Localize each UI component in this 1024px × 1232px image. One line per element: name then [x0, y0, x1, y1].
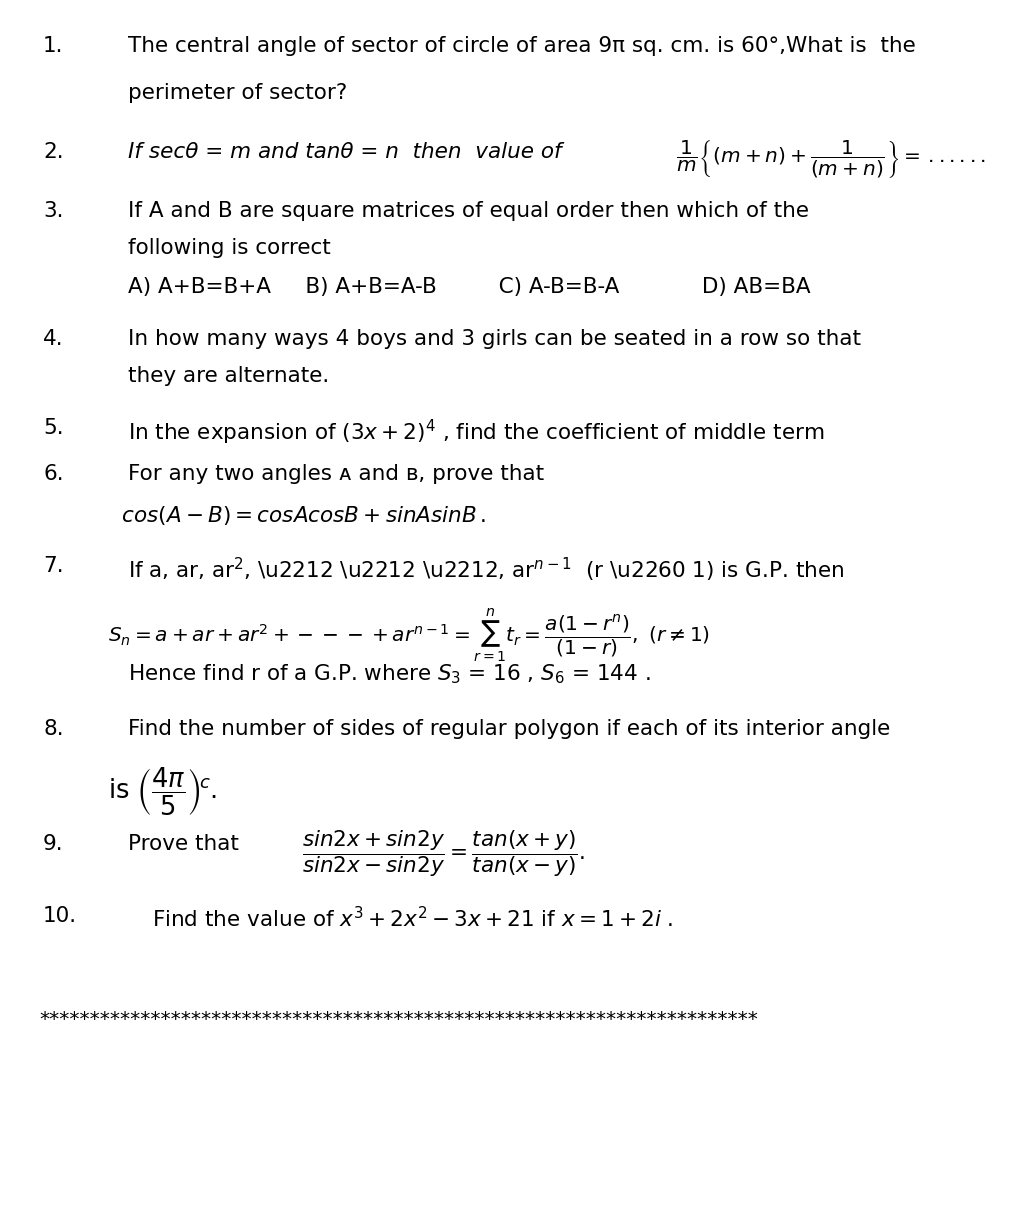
Text: Hence find r of a G.P. where $S_3$ = 16 , $S_6$ = 144 .: Hence find r of a G.P. where $S_3$ = 16 … — [128, 663, 650, 686]
Text: 4.: 4. — [43, 329, 63, 349]
Text: perimeter of sector?: perimeter of sector? — [128, 83, 347, 102]
Text: $S_n = a + ar + ar^2 + - - - + ar^{n-1} = \sum_{r=1}^{n} t_r = \dfrac{a(1-r^n)}{: $S_n = a + ar + ar^2 + - - - + ar^{n-1} … — [108, 607, 710, 664]
Text: 1.: 1. — [43, 36, 63, 55]
Text: ***********************************************************************: ****************************************… — [39, 1010, 758, 1029]
Text: 8.: 8. — [43, 719, 63, 739]
Text: $cos(A - B) = cosAcosB + sinAsinB\,.$: $cos(A - B) = cosAcosB + sinAsinB\,.$ — [108, 504, 485, 527]
Text: The central angle of sector of circle of area 9π sq. cm. is 60°,What is  the: The central angle of sector of circle of… — [128, 36, 915, 55]
Text: In the expansion of $(3x + 2)^4$ , find the coefficient of middle term: In the expansion of $(3x + 2)^4$ , find … — [128, 418, 824, 447]
Text: 10.: 10. — [43, 906, 77, 925]
Text: they are alternate.: they are alternate. — [128, 366, 330, 386]
Text: A) A+B=B+A     B) A+B=A-B         C) A-B=B-A            D) AB=BA: A) A+B=B+A B) A+B=A-B C) A-B=B-A D) AB=B… — [128, 277, 811, 297]
Text: 5.: 5. — [43, 418, 63, 437]
Text: If a, ar, ar$^2$, \u2212 \u2212 \u2212, ar$^{n-1}$  (r \u2260 1) is G.P. then: If a, ar, ar$^2$, \u2212 \u2212 \u2212, … — [128, 556, 844, 584]
Text: If A and B are square matrices of equal order then which of the: If A and B are square matrices of equal … — [128, 201, 809, 221]
Text: 6.: 6. — [43, 464, 63, 484]
Text: $\dfrac{1}{m}\left\{(m+n)+\dfrac{1}{(m+n)}\right\}=\,......$: $\dfrac{1}{m}\left\{(m+n)+\dfrac{1}{(m+n… — [676, 138, 985, 180]
Text: 9.: 9. — [43, 834, 63, 854]
Text: is $\left(\dfrac{4\pi}{5}\right)^{\!c}$.: is $\left(\dfrac{4\pi}{5}\right)^{\!c}$. — [108, 766, 217, 818]
Text: Find the value of $x^3 + 2x^2 - 3x + 21$ if $x = 1 + 2i$ .: Find the value of $x^3 + 2x^2 - 3x + 21$… — [152, 906, 673, 930]
Text: 3.: 3. — [43, 201, 63, 221]
Text: $\dfrac{sin2x+sin2y}{sin2x-sin2y} = \dfrac{tan(x+y)}{tan(x-y)}$.: $\dfrac{sin2x+sin2y}{sin2x-sin2y} = \dfr… — [302, 828, 585, 878]
Text: following is correct: following is correct — [128, 238, 331, 257]
Text: 2.: 2. — [43, 142, 63, 161]
Text: Find the number of sides of regular polygon if each of its interior angle: Find the number of sides of regular poly… — [128, 719, 890, 739]
Text: For any two angles ᴀ and ʙ, prove that: For any two angles ᴀ and ʙ, prove that — [128, 464, 544, 484]
Text: In how many ways 4 boys and 3 girls can be seated in a row so that: In how many ways 4 boys and 3 girls can … — [128, 329, 861, 349]
Text: If secθ = m and tanθ = n  then  value of: If secθ = m and tanθ = n then value of — [128, 142, 561, 161]
Text: Prove that: Prove that — [128, 834, 239, 854]
Text: 7.: 7. — [43, 556, 63, 575]
